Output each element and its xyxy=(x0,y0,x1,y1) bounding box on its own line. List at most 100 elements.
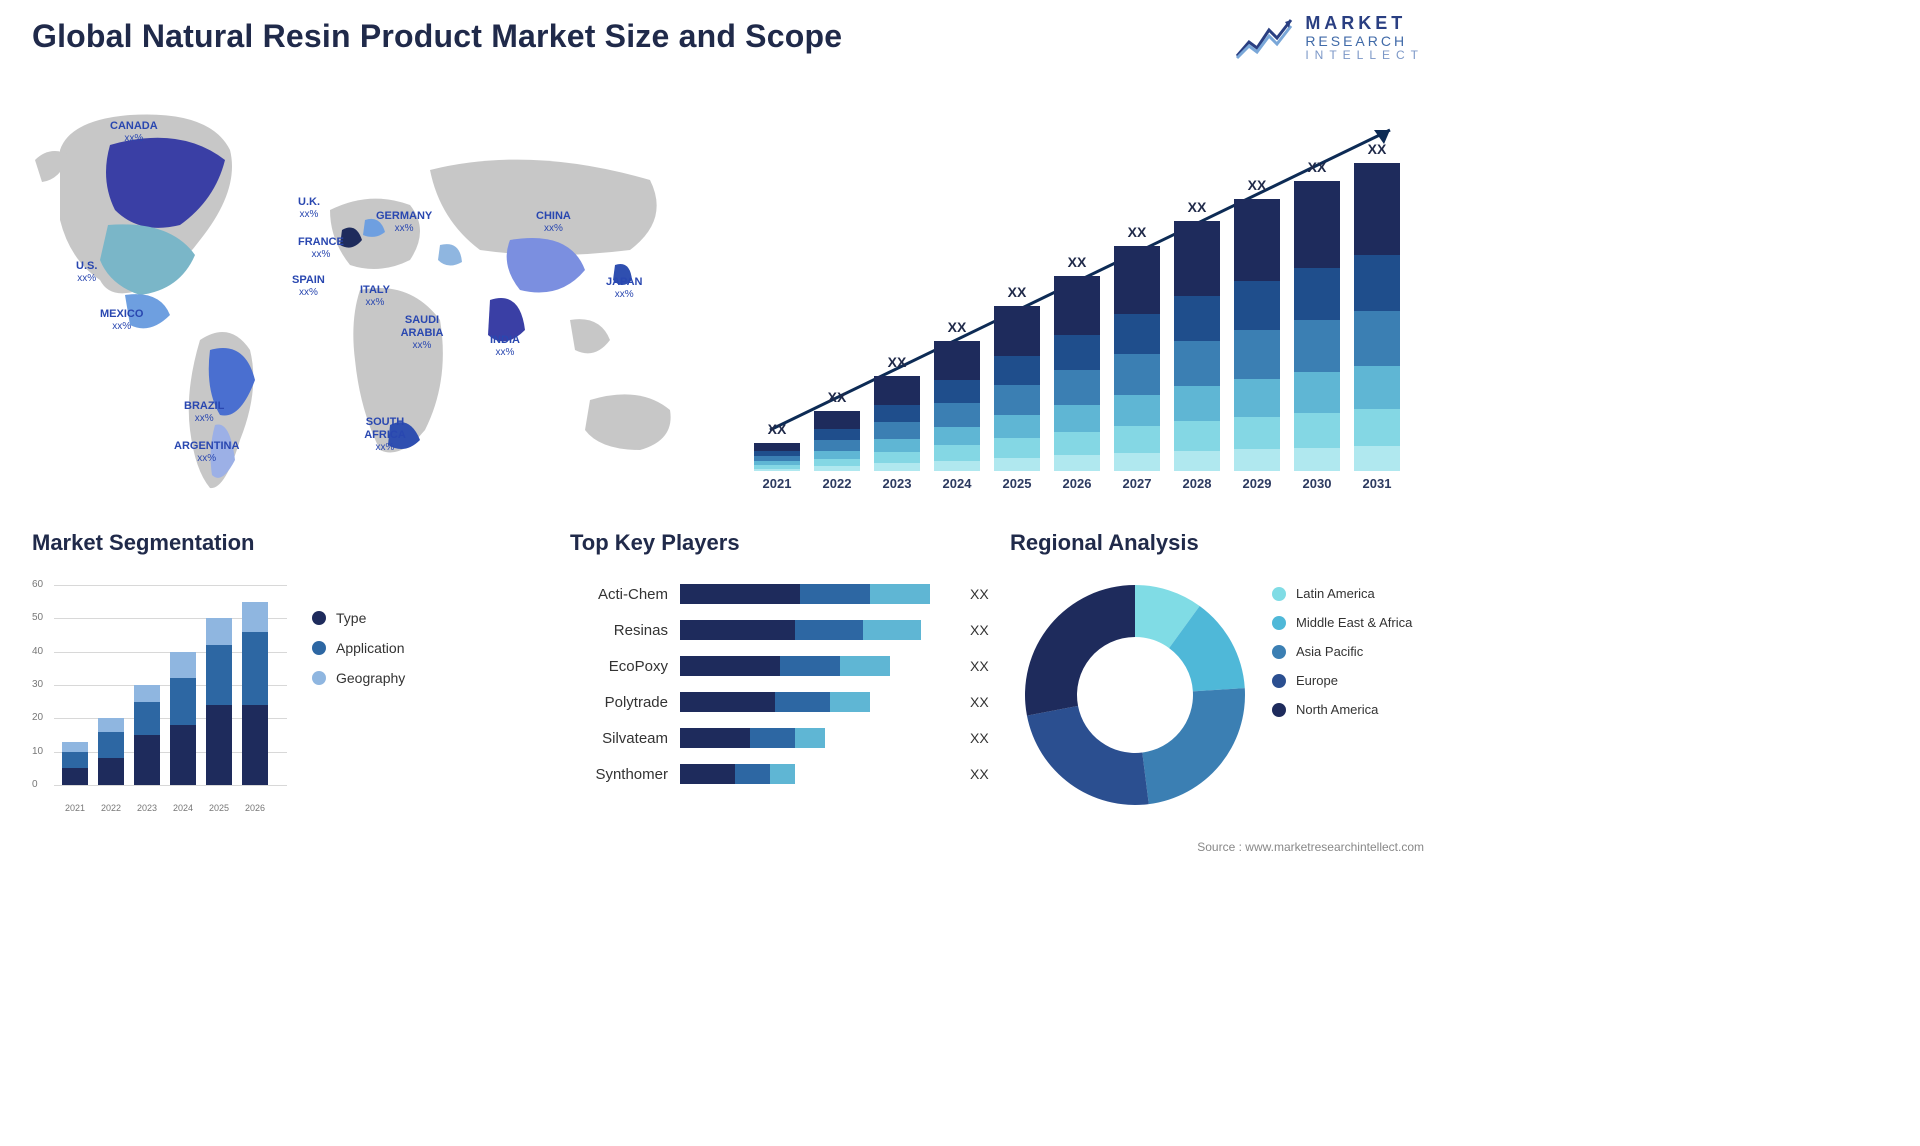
growth-bar-segment xyxy=(1234,417,1280,450)
map-country-label: ITALYxx% xyxy=(360,284,390,309)
segmentation-title: Market Segmentation xyxy=(32,530,442,556)
growth-bar-segment xyxy=(1354,446,1400,471)
segmentation-bar-segment xyxy=(242,632,268,705)
growth-year-label: 2030 xyxy=(1294,476,1340,491)
player-bar-segment xyxy=(800,584,870,604)
growth-bar: 2030XX xyxy=(1294,181,1340,471)
growth-value-label: XX xyxy=(1234,177,1280,193)
segmentation-bar-segment xyxy=(134,685,160,702)
growth-year-label: 2024 xyxy=(934,476,980,491)
growth-year-label: 2023 xyxy=(874,476,920,491)
growth-value-label: XX xyxy=(994,284,1040,300)
donut-svg xyxy=(1020,580,1250,810)
player-bar xyxy=(680,584,960,604)
map-country-label: U.S.xx% xyxy=(76,260,97,285)
segmentation-bar-segment xyxy=(242,705,268,785)
player-bar-segment xyxy=(680,692,775,712)
segmentation-legend-item: Type xyxy=(312,610,405,626)
legend-label: Geography xyxy=(336,670,405,686)
source-attribution: Source : www.marketresearchintellect.com xyxy=(1197,840,1424,854)
growth-year-label: 2026 xyxy=(1054,476,1100,491)
growth-year-label: 2022 xyxy=(814,476,860,491)
growth-bar-segment xyxy=(1174,386,1220,421)
growth-bar-segment xyxy=(994,458,1040,471)
segmentation-y-tick: 0 xyxy=(32,779,38,790)
player-value: XX xyxy=(960,622,989,638)
map-country-label: U.K.xx% xyxy=(298,196,320,221)
growth-bar-segment xyxy=(1114,395,1160,427)
growth-bar: 2026XX xyxy=(1054,276,1100,471)
segmentation-x-label: 2026 xyxy=(242,803,268,813)
player-bar-segment xyxy=(735,764,770,784)
growth-year-label: 2021 xyxy=(754,476,800,491)
growth-bar-segment xyxy=(1294,320,1340,372)
player-bar-segment xyxy=(840,656,890,676)
segmentation-bar xyxy=(62,742,88,785)
donut-slice xyxy=(1142,688,1245,804)
growth-bar-segment xyxy=(934,403,980,426)
growth-value-label: XX xyxy=(1114,224,1160,240)
logo-line2: RESEARCH xyxy=(1305,34,1424,49)
donut-slice xyxy=(1027,706,1149,805)
growth-bar-segment xyxy=(1054,370,1100,405)
player-value: XX xyxy=(960,766,989,782)
player-name: Resinas xyxy=(570,622,680,639)
segmentation-x-label: 2022 xyxy=(98,803,124,813)
player-bar-segment xyxy=(680,764,735,784)
growth-bar-segment xyxy=(1234,199,1280,281)
growth-year-label: 2028 xyxy=(1174,476,1220,491)
growth-bar-segment xyxy=(1354,409,1400,446)
growth-bar-segment xyxy=(1174,341,1220,386)
regional-legend: Latin AmericaMiddle East & AfricaAsia Pa… xyxy=(1272,586,1412,731)
logo-mark-icon xyxy=(1235,16,1295,60)
growth-bar-segment xyxy=(934,427,980,445)
segmentation-legend: Type Application Geography xyxy=(312,610,405,700)
map-country-label: MEXICOxx% xyxy=(100,308,143,333)
growth-bar-segment xyxy=(874,439,920,452)
growth-bar-segment xyxy=(994,415,1040,438)
growth-year-label: 2029 xyxy=(1234,476,1280,491)
world-map-panel: CANADAxx%U.S.xx%MEXICOxx%BRAZILxx%ARGENT… xyxy=(30,90,720,500)
growth-year-label: 2031 xyxy=(1354,476,1400,491)
donut-slice xyxy=(1025,585,1135,716)
growth-bar-segment xyxy=(1294,413,1340,448)
growth-bar-segment xyxy=(814,429,860,440)
segmentation-bar xyxy=(206,618,232,785)
legend-swatch-icon xyxy=(1272,645,1286,659)
growth-bar-segment xyxy=(1354,255,1400,310)
segmentation-bar-segment xyxy=(170,678,196,725)
growth-bar-segment xyxy=(1234,330,1280,379)
growth-bar-segment xyxy=(874,463,920,471)
growth-bar-segment xyxy=(1114,453,1160,471)
growth-bar: 2023XX xyxy=(874,376,920,471)
growth-bar-chart: 2021XX2022XX2023XX2024XX2025XX2026XX2027… xyxy=(750,100,1410,495)
regional-donut-chart xyxy=(1020,580,1250,810)
player-bar-segment xyxy=(775,692,830,712)
growth-value-label: XX xyxy=(814,389,860,405)
segmentation-bar-segment xyxy=(206,705,232,785)
segmentation-bar xyxy=(98,718,124,785)
legend-swatch-icon xyxy=(312,671,326,685)
growth-bar-segment xyxy=(934,341,980,380)
player-row: Acti-ChemXX xyxy=(570,576,1000,612)
regional-legend-item: Asia Pacific xyxy=(1272,644,1412,659)
player-value: XX xyxy=(960,694,989,710)
player-bar-segment xyxy=(770,764,795,784)
player-bar-segment xyxy=(680,656,780,676)
growth-bar-segment xyxy=(1354,311,1400,366)
legend-label: Application xyxy=(336,640,405,656)
segmentation-chart: 0102030405060202120222023202420252026 xyxy=(32,575,287,815)
segmentation-bar xyxy=(242,602,268,785)
player-bar-segment xyxy=(863,620,921,640)
key-players-title: Top Key Players xyxy=(570,530,1000,556)
legend-label: Europe xyxy=(1296,673,1338,688)
growth-bar: 2024XX xyxy=(934,341,980,471)
growth-bar-segment xyxy=(1294,181,1340,268)
segmentation-bar-segment xyxy=(206,645,232,705)
segmentation-bar-segment xyxy=(170,652,196,679)
growth-bar-segment xyxy=(814,451,860,459)
growth-bar-segment xyxy=(1294,372,1340,413)
growth-bar: 2022XX xyxy=(814,411,860,471)
legend-swatch-icon xyxy=(1272,674,1286,688)
segmentation-y-tick: 10 xyxy=(32,746,43,757)
